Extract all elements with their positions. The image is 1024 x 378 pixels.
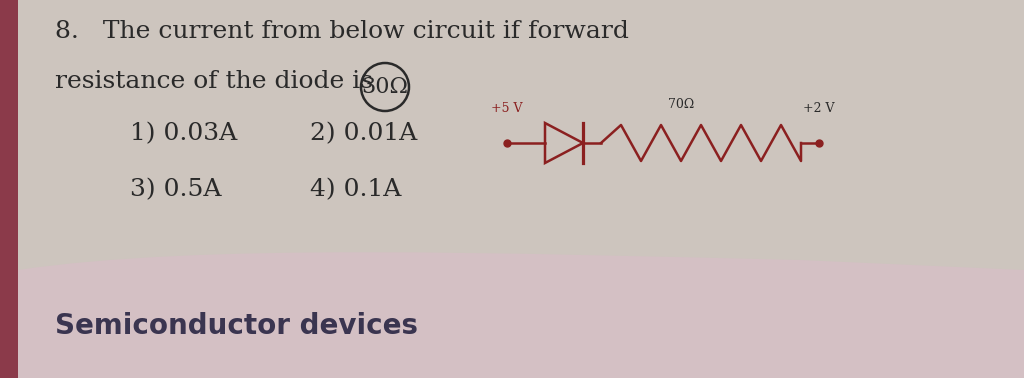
Text: Semiconductor devices: Semiconductor devices [55, 312, 418, 340]
Text: 1) 0.03A: 1) 0.03A [130, 122, 238, 145]
Text: +2 V: +2 V [803, 102, 835, 115]
FancyBboxPatch shape [18, 270, 1024, 378]
FancyBboxPatch shape [0, 0, 18, 378]
Text: 2) 0.01A: 2) 0.01A [310, 122, 417, 145]
Text: resistance of the diode is: resistance of the diode is [55, 70, 373, 93]
Text: 30Ω: 30Ω [361, 76, 409, 98]
Text: 70Ω: 70Ω [668, 98, 694, 111]
Text: 3) 0.5A: 3) 0.5A [130, 178, 221, 201]
PathPatch shape [18, 252, 1024, 378]
Text: +5 V: +5 V [492, 102, 522, 115]
Text: 4) 0.1A: 4) 0.1A [310, 178, 401, 201]
Text: 8.   The current from below circuit if forward: 8. The current from below circuit if for… [55, 20, 629, 43]
